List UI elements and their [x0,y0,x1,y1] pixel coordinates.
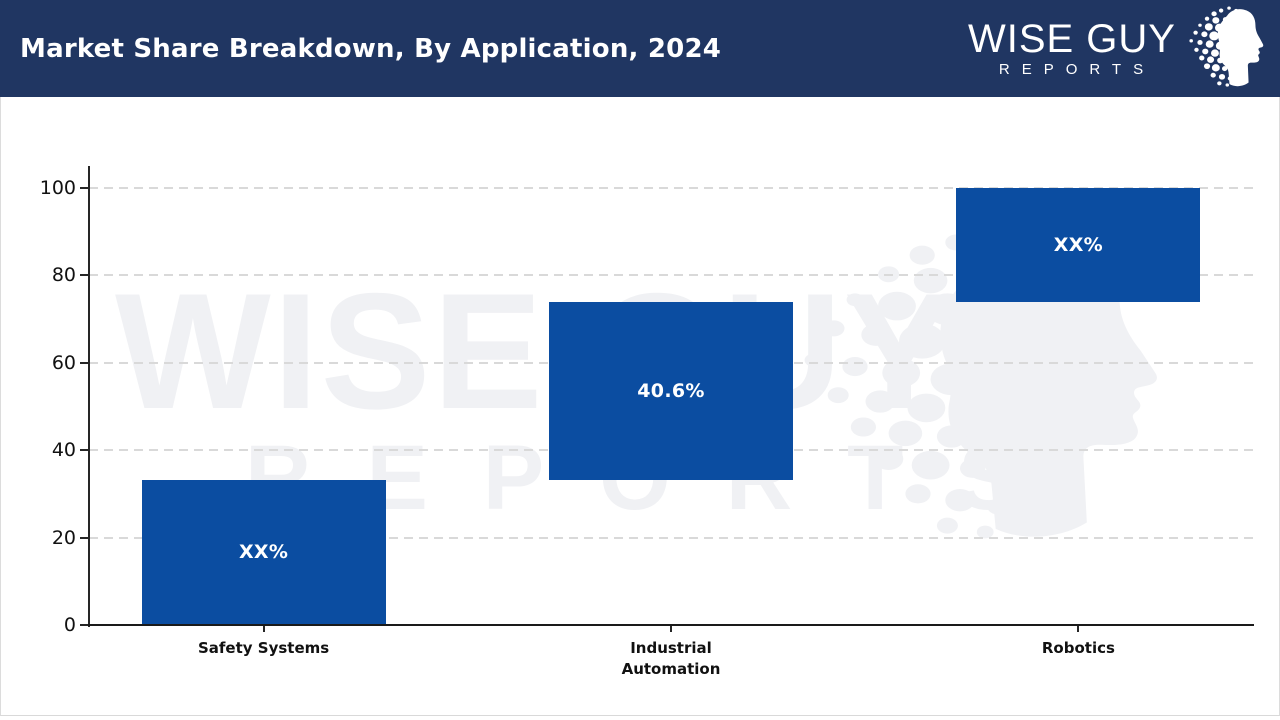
x-tick-mark-2 [1077,626,1080,632]
header-bar: Market Share Breakdown, By Application, … [0,0,1280,97]
y-tick-mark-80 [80,274,89,276]
category-label-line: Safety Systems [197,639,330,657]
y-tick-label-60: 60 [51,351,76,374]
y-tick-mark-100 [80,186,89,189]
wise-guy-reports-logo: WISE GUY REPORTS [968,4,1266,94]
logo-reports-text: REPORTS [998,61,1156,78]
logo-text: WISE GUY REPORTS [968,18,1176,79]
x-tick-mark-0 [262,626,265,632]
bar-safety-systems: XX% [141,479,386,625]
x-category-label-1: Industrial Automation [551,638,791,680]
category-label-line: Industrial [630,639,712,657]
gridline-y80 [89,274,1253,276]
y-tick-label-40: 40 [51,439,76,461]
y-tick-label-20: 20 [51,526,76,549]
category-label-line: Automation [621,660,721,678]
y-tick-mark-20 [80,536,89,539]
x-category-label-0: Safety Systems [144,638,384,659]
x-tick-mark-1 [670,626,672,632]
x-category-label-2: Robotics [958,638,1198,659]
logo-wise-guy-text: WISE GUY [967,17,1176,61]
y-tick-mark-0 [80,624,89,626]
category-label-line: Robotics [1041,639,1115,657]
bar-value-label: 40.6% [637,379,705,402]
bar-value-label: XX% [238,541,289,564]
gridline-y100 [89,186,1253,189]
dotted-head-profile-icon [1178,4,1266,94]
gridline-y20 [89,536,1253,539]
bar-robotics: XX% [956,187,1201,303]
bar-value-label: XX% [1053,233,1104,256]
y-tick-label-0: 0 [63,614,76,636]
x-axis-line [88,624,1254,627]
y-tick-label-100: 100 [39,176,76,199]
y-tick-mark-60 [80,361,89,364]
bar-industrial-automation: 40.6% [549,302,793,480]
chart-title: Market Share Breakdown, By Application, … [20,33,722,64]
y-axis-spine [88,165,90,627]
watermark-wise-guy-text: WISE GUY [115,259,957,443]
y-tick-mark-40 [80,449,89,451]
y-tick-label-80: 80 [51,264,76,286]
